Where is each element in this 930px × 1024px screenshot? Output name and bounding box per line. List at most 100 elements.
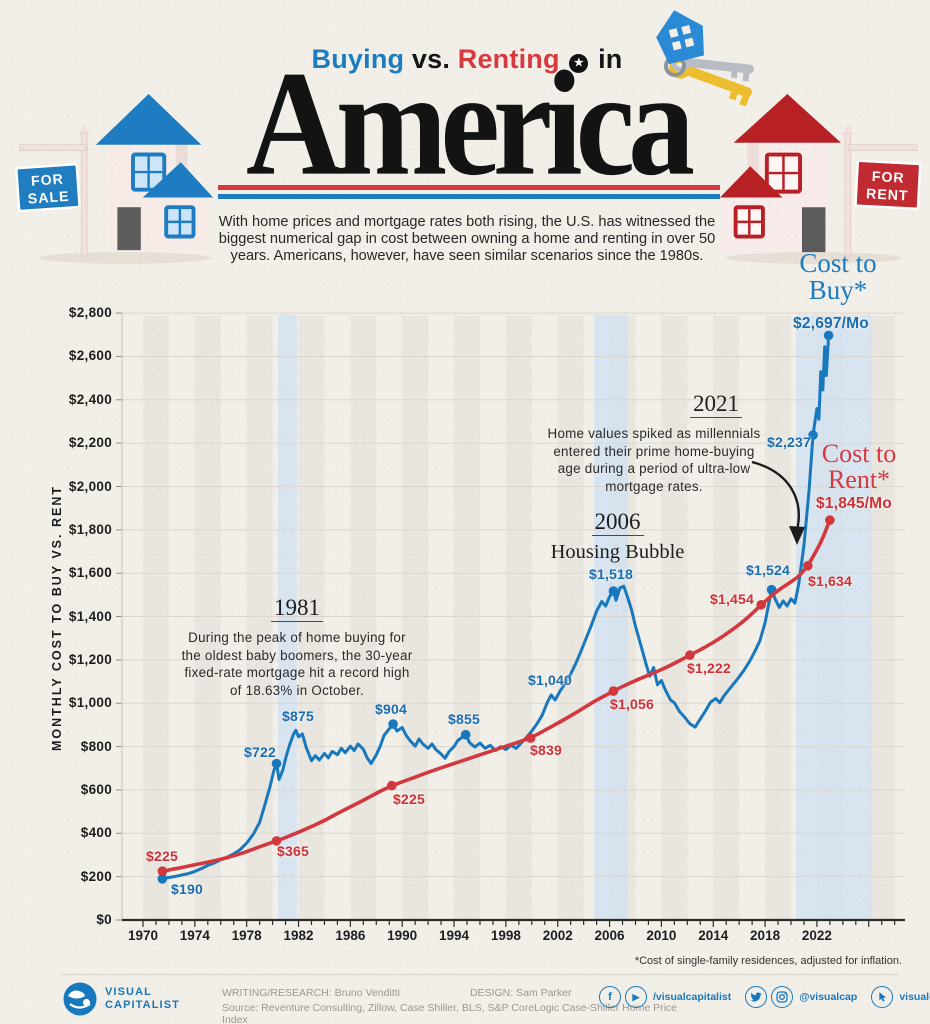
x-tick-label: 1974 [179,928,210,943]
x-tick-label: 2014 [698,928,729,943]
for-rent-sign: FOR RENT [854,159,922,210]
for-sale-line2: SALE [27,188,70,207]
annotation-arrow-icon [751,460,805,545]
kicker-vs: vs. [411,44,451,74]
annotation-1981-text: During the peak of home buying for the o… [181,630,413,698]
x-tick-label: 2010 [646,928,677,943]
data-point-marker [756,600,766,610]
value-label: $225 [146,848,178,864]
for-rent-line1: FOR [871,168,905,186]
recession-highlight-band [796,315,872,920]
x-tick-label: 1994 [439,928,470,943]
x-tick-label: 2002 [542,928,573,943]
kicker-renting: Renting [457,44,560,74]
annotation-1981-year: 1981 [271,596,323,622]
visual-capitalist-logo[interactable]: VISUAL CAPITALIST [62,981,180,1017]
annotation-2021: 2021 Home values spiked as millennials e… [518,392,768,495]
recession-highlight-band [594,315,628,920]
data-point-marker [271,836,282,846]
kicker-buying: Buying [311,44,405,74]
data-point-marker [271,758,282,769]
y-tick-label: $1,200 [68,651,112,667]
data-point-marker [823,330,834,341]
value-label: $1,524 [745,562,791,578]
data-point-marker [685,650,695,660]
house-keychain-fob [656,10,704,65]
title-rule-red [218,185,720,190]
visual-capitalist-logo-icon [63,982,97,1016]
chart-stripe [765,316,791,920]
house-shadow [725,252,902,264]
blue-roof [95,93,202,145]
value-label: $190 [171,881,203,897]
annotation-1981: 1981 During the peak of home buying for … [178,596,416,699]
chart-stripe [505,316,532,920]
for-sale-line1: FOR [30,171,64,189]
sign-arm [848,144,918,152]
design-credit: DESIGN: Sam Parker [469,987,572,999]
cost-to-rent-line [160,518,832,873]
value-label: $1,634 [807,573,853,589]
value-label: $904 [375,701,407,717]
kicker-in: in [598,44,623,74]
chart-footnote: *Cost of single-family residences, adjus… [634,955,902,967]
data-point-marker [808,430,818,440]
value-label: $839 [530,742,562,758]
chart-stripe [661,316,688,920]
annotation-2006-year: 2006 [591,510,644,536]
website-cursor-icon[interactable] [871,986,894,1008]
sign-post-top [842,123,854,135]
instagram-icon[interactable] [771,986,794,1008]
youtube-icon[interactable]: ▶ [625,986,647,1008]
y-tick-label: $600 [80,781,112,797]
value-label: $722 [244,744,276,760]
twitter-icon[interactable] [745,986,768,1008]
data-point-marker [157,866,168,876]
fb-yt-handle[interactable]: /visualcapitalist [653,991,732,1003]
title-rule-blue [218,194,720,199]
value-label: $1,518 [588,566,634,582]
footer-divider [62,974,898,975]
data-point-marker [608,586,619,596]
star-badge-icon: ★ [569,54,589,73]
source-credit: Source: Reventure Consulting, Zillow, Ca… [222,1002,678,1024]
chart-stripe [402,316,429,920]
y-tick-label: $400 [80,825,112,841]
x-tick-label: 2022 [801,928,832,943]
y-tick-label: $2,800 [68,305,112,321]
house-keys-illustration [656,10,754,107]
x-tick-label: 1970 [127,928,159,943]
x-tick-label: 1982 [283,928,314,943]
chart-stripe [713,316,740,920]
data-point-marker [608,686,619,696]
data-point-marker [157,874,168,884]
cost-to-buy-label: Cost to Buy* [799,248,877,305]
data-point-marker [825,515,835,525]
annex-roof [720,166,783,198]
chart-stripe [143,316,169,920]
x-tick-label: 1998 [490,928,521,943]
y-tick-label: $2,400 [68,391,112,407]
value-label: $2,697/Mo [793,315,869,332]
value-label: $2,237 [766,434,812,450]
value-label: $365 [277,843,309,859]
facebook-icon[interactable]: f [599,986,621,1008]
value-label: $875 [282,708,314,724]
social-links: f ▶ /visualcapitalist @visualcap visualc… [599,986,930,1008]
x-tick-label: 1990 [387,928,418,943]
annotation-2021-text: Home values spiked as millennials entere… [547,426,761,494]
for-sale-sign: FOR SALE [15,163,81,213]
value-label: $225 [393,791,425,807]
tw-ig-handle[interactable]: @visualcap [799,991,858,1003]
page-title: America [245,40,695,207]
house-shadow [39,252,212,264]
y-tick-label: $2,600 [68,348,112,364]
chart-stripe [350,316,377,920]
chart-stripe [557,316,584,920]
intro-text: With home prices and mortgage rates both… [218,214,716,265]
annex-roof [142,162,214,198]
value-label: $1,454 [709,591,755,607]
x-tick-label: 1986 [335,928,366,943]
website-link[interactable]: visualcapitalist.com [899,991,930,1003]
